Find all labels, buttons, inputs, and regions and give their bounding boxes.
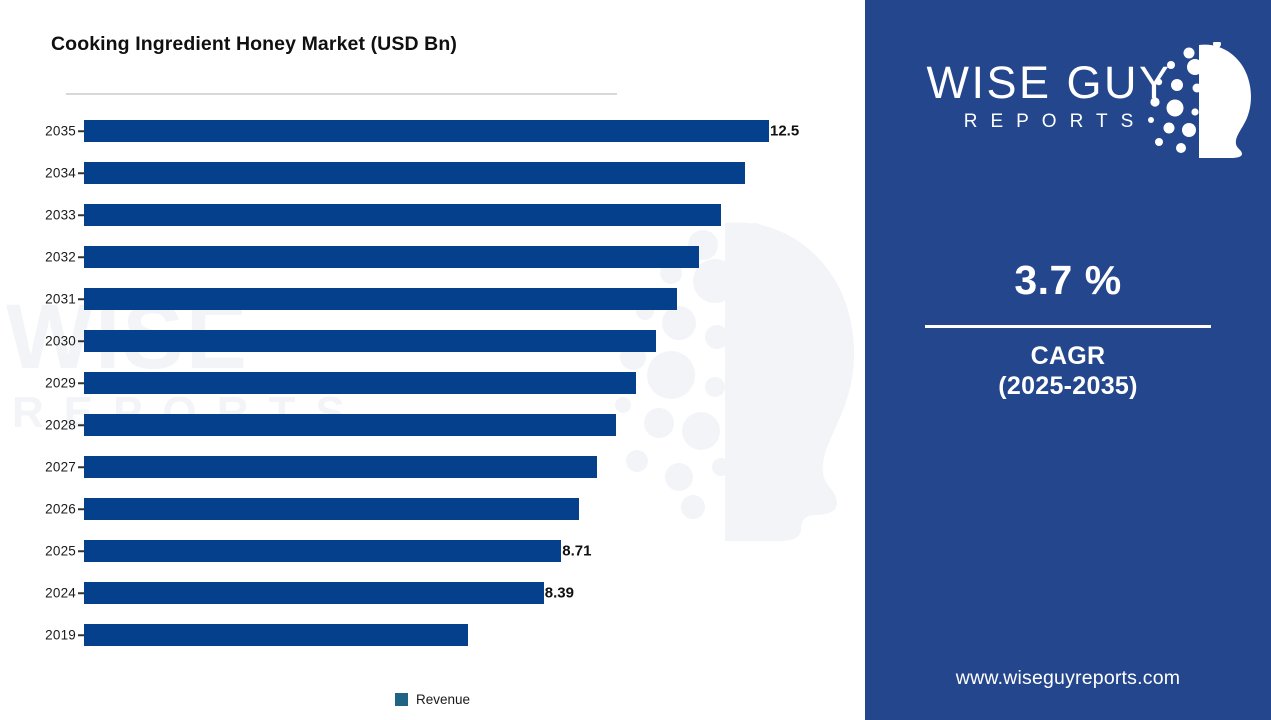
bar-value-label: 8.39 [544,584,574,602]
bar-2029[interactable] [84,372,636,394]
y-axis-tick-mark [78,214,84,216]
bar-value-label: 8.71 [562,542,592,560]
chart-row: 2031 [0,278,865,320]
chart-row: 2032 [0,236,865,278]
wiseguy-logo: WISE GUY REPORTS [865,38,1271,158]
y-axis-tick-label: 2024 [45,585,76,601]
y-axis-tick-label: 2019 [45,627,76,643]
website-url[interactable]: www.wiseguyreports.com [955,667,1181,689]
bar-2026[interactable] [84,498,580,520]
y-axis-tick-label: 2029 [45,375,76,391]
y-axis-tick-label: 2035 [45,123,76,139]
bar-chart-plot: 2035 12.5 2034 2033 2032 2031 2030 2029 2028 2027… [0,110,865,658]
logo-wordmark: WISE GUY REPORTS [909,60,1189,133]
y-axis-tick-mark [78,550,84,552]
y-axis-tick-label: 2027 [45,459,76,475]
logo-primary-text: WISE GUY [926,57,1172,108]
y-axis-tick-mark [78,592,84,594]
y-axis-tick-label: 2032 [45,249,76,265]
chart-row: 2019 [0,614,865,656]
brand-panel: WISE GUY REPORTS [865,0,1271,720]
bar-2027[interactable] [84,456,598,478]
legend-label-revenue: Revenue [415,692,471,707]
chart-row: 2028 [0,404,865,446]
cagr-label: CAGR [1030,342,1106,371]
bar-2033[interactable] [84,204,722,226]
y-axis-tick-label: 2026 [45,501,76,517]
bar-2025[interactable] [84,540,562,562]
chart-row: 2029 [0,362,865,404]
chart-row: 2025 8.71 [0,530,865,572]
bar-value-label: 12.5 [770,122,800,140]
y-axis-tick-mark [78,130,84,132]
y-axis-tick-mark [78,466,84,468]
bar-2019[interactable] [84,624,469,646]
chart-title: Cooking Ingredient Honey Market (USD Bn) [51,33,457,55]
y-axis-tick-label: 2033 [45,207,76,223]
cagr-block: 3.7 % CAGR (2025-2035) [865,257,1271,401]
y-axis-tick-mark [78,298,84,300]
y-axis-tick-mark [78,508,84,510]
logo-head-profile-icon [1148,42,1251,158]
cagr-value: 3.7 % [1014,257,1122,303]
y-axis-tick-mark [78,172,84,174]
y-axis-tick-label: 2031 [45,291,76,307]
chart-row: 2034 [0,152,865,194]
y-axis-tick-label: 2025 [45,543,76,559]
bar-2035[interactable] [84,120,769,142]
legend-swatch-revenue [394,693,408,706]
chart-row: 2035 12.5 [0,110,865,152]
y-axis-tick-mark [78,256,84,258]
chart-legend: Revenue [0,692,865,707]
cagr-divider [925,325,1211,329]
y-axis-tick-mark [78,424,84,426]
bar-2032[interactable] [84,246,699,268]
y-axis-tick-mark [78,382,84,384]
y-axis-tick-label: 2034 [45,165,76,181]
bar-2030[interactable] [84,330,657,352]
y-axis-tick-label: 2028 [45,417,76,433]
bar-2034[interactable] [84,162,746,184]
cagr-period: (2025-2035) [998,371,1138,400]
chart-panel: WISE REPORTS [0,33,865,707]
chart-row: 2026 [0,488,865,530]
chart-row: 2030 [0,320,865,362]
y-axis-tick-mark [78,634,84,636]
chart-row: 2033 [0,194,865,236]
title-divider [66,93,617,95]
y-axis-tick-mark [78,340,84,342]
chart-row: 2027 [0,446,865,488]
y-axis-tick-label: 2030 [45,333,76,349]
chart-row: 2024 8.39 [0,572,865,614]
bar-2028[interactable] [84,414,616,436]
bar-2031[interactable] [84,288,678,310]
logo-secondary-text: REPORTS [963,111,1147,132]
bar-2024[interactable] [84,582,544,604]
